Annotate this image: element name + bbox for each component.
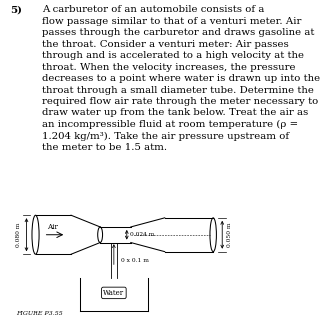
Text: Water: Water [103,289,124,297]
Text: A carburetor of an automobile consists of a
flow passage similar to that of a ve: A carburetor of an automobile consists o… [42,5,320,152]
Text: 0.080 m: 0.080 m [16,223,21,247]
Text: 5): 5) [10,5,22,14]
Text: Air: Air [47,223,58,232]
Text: 0 x 0.1 m: 0 x 0.1 m [121,258,149,263]
Text: 0.050 m: 0.050 m [227,223,232,247]
Text: FIGURE P3.55: FIGURE P3.55 [16,311,63,316]
Text: 0.024 m: 0.024 m [130,232,154,237]
